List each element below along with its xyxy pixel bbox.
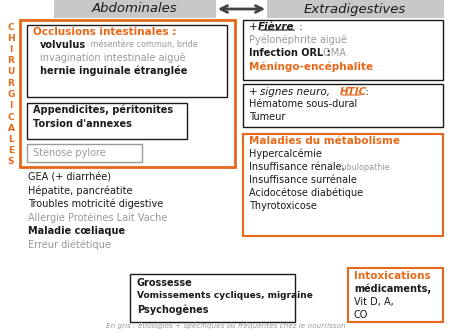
Text: Pyélonéphrite aiguë: Pyélonéphrite aiguë	[249, 35, 346, 45]
Text: :: :	[295, 22, 302, 32]
FancyBboxPatch shape	[267, 0, 443, 18]
Text: OMA: OMA	[319, 48, 345, 58]
Text: U: U	[7, 67, 14, 76]
Text: volvulus: volvulus	[40, 40, 86, 50]
Text: Psychogènes: Psychogènes	[137, 305, 208, 315]
Text: E: E	[8, 146, 14, 155]
Text: L: L	[8, 135, 14, 144]
Text: hernie inguinale étranglée: hernie inguinale étranglée	[40, 66, 187, 76]
Text: Erreur diététique: Erreur diététique	[28, 239, 110, 250]
Text: Sténose pylore: Sténose pylore	[33, 148, 106, 158]
Text: Intoxications: Intoxications	[353, 271, 430, 281]
Text: Vit D, A,: Vit D, A,	[353, 297, 393, 307]
Text: R: R	[8, 56, 14, 65]
Text: Vomissements cycliques, migraine: Vomissements cycliques, migraine	[137, 291, 312, 300]
Text: invagination intestinale aiguë: invagination intestinale aiguë	[40, 53, 185, 63]
Text: mésentère commun, bride: mésentère commun, bride	[88, 41, 198, 49]
Text: GEA (+ diarrhée): GEA (+ diarrhée)	[28, 172, 111, 182]
Text: En gris : étiologies + spécifiques ou fréquentes chez le nourrisson: En gris : étiologies + spécifiques ou fr…	[106, 322, 345, 329]
Text: C: C	[8, 23, 14, 32]
Text: A: A	[8, 124, 14, 133]
Text: tubulopathie: tubulopathie	[335, 162, 389, 172]
Text: Hépatite, pancréatite: Hépatite, pancréatite	[28, 185, 132, 196]
Text: médicaments,: médicaments,	[353, 284, 430, 294]
Text: Extradigestives: Extradigestives	[303, 3, 405, 16]
Text: R: R	[8, 79, 14, 88]
Text: +: +	[249, 87, 263, 97]
Text: signes neuro,: signes neuro,	[259, 87, 329, 97]
Text: Méningo-encéphalite: Méningo-encéphalite	[249, 62, 372, 72]
Text: Abdominales: Abdominales	[92, 3, 177, 16]
Text: Tumeur: Tumeur	[249, 112, 285, 122]
Text: :: :	[361, 87, 368, 97]
FancyBboxPatch shape	[54, 0, 216, 18]
Text: Thyrotoxicose: Thyrotoxicose	[249, 201, 316, 211]
Text: H: H	[7, 34, 15, 43]
Text: Allergie Protéines Lait Vache: Allergie Protéines Lait Vache	[28, 212, 167, 223]
Text: Maladie cœliaque: Maladie cœliaque	[28, 226, 125, 236]
Text: Grossesse: Grossesse	[137, 278, 192, 288]
Text: +: +	[249, 22, 260, 32]
Text: C: C	[8, 113, 14, 122]
Text: Insuffisance surrénale: Insuffisance surrénale	[249, 175, 356, 185]
Text: CO: CO	[353, 310, 368, 320]
Text: Torsion d'annexes: Torsion d'annexes	[33, 119, 132, 129]
Text: I: I	[9, 101, 13, 110]
Text: Acidocétose diabétique: Acidocétose diabétique	[249, 188, 362, 198]
Text: Insuffisance rénale,: Insuffisance rénale,	[249, 162, 344, 172]
Text: I: I	[9, 45, 13, 54]
Text: Infection ORL :: Infection ORL :	[249, 48, 330, 58]
Text: G: G	[7, 90, 14, 99]
Text: Maladies du métabolisme: Maladies du métabolisme	[249, 136, 399, 146]
Text: Troubles motricité digestive: Troubles motricité digestive	[28, 199, 163, 209]
Text: Fièvre: Fièvre	[258, 22, 294, 32]
Text: Appendicites, péritonites: Appendicites, péritonites	[33, 105, 173, 115]
Text: S: S	[8, 157, 14, 167]
Text: Hypercalcémie: Hypercalcémie	[249, 149, 321, 159]
Text: Hématome sous-dural: Hématome sous-dural	[249, 99, 356, 109]
Text: HTIC: HTIC	[339, 87, 366, 97]
Text: Occlusions intestinales :: Occlusions intestinales :	[33, 27, 176, 37]
